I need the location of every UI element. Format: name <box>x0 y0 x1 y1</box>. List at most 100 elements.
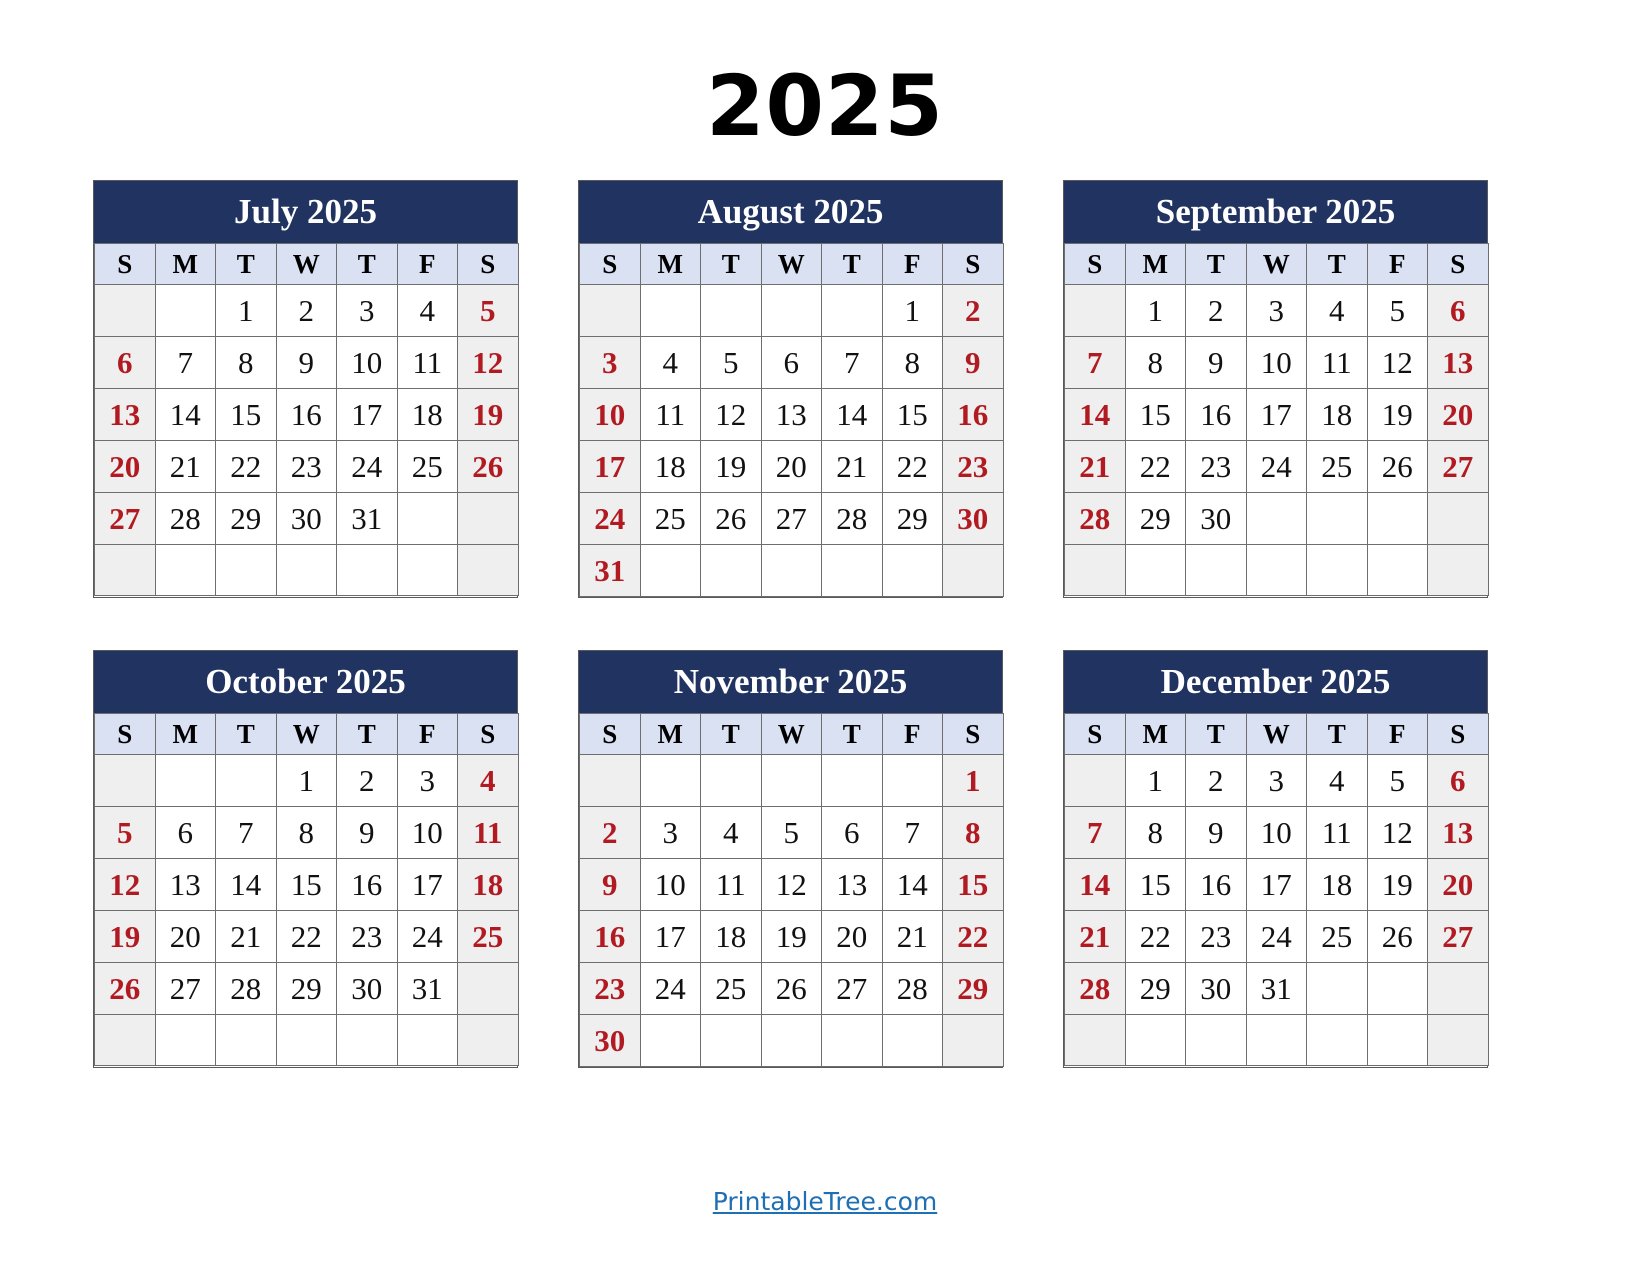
day-cell[interactable]: 12 <box>457 336 519 389</box>
day-cell[interactable]: 15 <box>275 858 337 911</box>
day-cell[interactable]: 29 <box>942 962 1004 1015</box>
day-cell[interactable]: 19 <box>760 910 822 963</box>
day-cell[interactable]: 24 <box>639 962 701 1015</box>
day-cell[interactable]: 28 <box>821 492 883 545</box>
day-cell[interactable]: 18 <box>457 858 519 911</box>
footer-link-printabletree[interactable]: PrintableTree.com <box>712 1187 938 1216</box>
day-cell[interactable]: 7 <box>215 806 277 859</box>
day-cell[interactable]: 8 <box>215 336 277 389</box>
day-cell[interactable]: 9 <box>1185 806 1247 859</box>
day-cell[interactable]: 14 <box>154 388 216 441</box>
day-cell[interactable]: 18 <box>700 910 762 963</box>
day-cell[interactable]: 2 <box>1185 754 1247 807</box>
day-cell[interactable]: 27 <box>154 962 216 1015</box>
day-cell[interactable]: 8 <box>1124 806 1186 859</box>
day-cell[interactable]: 20 <box>1427 858 1489 911</box>
day-cell[interactable]: 23 <box>579 962 641 1015</box>
day-cell[interactable]: 26 <box>1366 910 1428 963</box>
day-cell[interactable]: 27 <box>1427 910 1489 963</box>
day-cell[interactable]: 26 <box>760 962 822 1015</box>
day-cell[interactable]: 4 <box>396 284 458 337</box>
day-cell[interactable]: 25 <box>700 962 762 1015</box>
day-cell[interactable]: 13 <box>760 388 822 441</box>
day-cell[interactable]: 5 <box>1366 754 1428 807</box>
day-cell[interactable]: 1 <box>275 754 337 807</box>
day-cell[interactable]: 15 <box>942 858 1004 911</box>
day-cell[interactable]: 14 <box>1064 388 1126 441</box>
day-cell[interactable]: 9 <box>942 336 1004 389</box>
day-cell[interactable]: 3 <box>396 754 458 807</box>
day-cell[interactable]: 9 <box>275 336 337 389</box>
day-cell[interactable]: 30 <box>1185 962 1247 1015</box>
day-cell[interactable]: 22 <box>1124 440 1186 493</box>
day-cell[interactable]: 19 <box>1366 858 1428 911</box>
day-cell[interactable]: 4 <box>700 806 762 859</box>
day-cell[interactable]: 29 <box>275 962 337 1015</box>
day-cell[interactable]: 3 <box>1245 754 1307 807</box>
day-cell[interactable]: 28 <box>1064 492 1126 545</box>
day-cell[interactable]: 11 <box>700 858 762 911</box>
day-cell[interactable]: 24 <box>579 492 641 545</box>
day-cell[interactable]: 17 <box>336 388 398 441</box>
day-cell[interactable]: 7 <box>821 336 883 389</box>
day-cell[interactable]: 23 <box>1185 440 1247 493</box>
day-cell[interactable]: 10 <box>1245 806 1307 859</box>
day-cell[interactable]: 25 <box>457 910 519 963</box>
day-cell[interactable]: 3 <box>579 336 641 389</box>
day-cell[interactable]: 2 <box>942 284 1004 337</box>
day-cell[interactable]: 21 <box>215 910 277 963</box>
day-cell[interactable]: 25 <box>1306 910 1368 963</box>
day-cell[interactable]: 15 <box>881 388 943 441</box>
day-cell[interactable]: 26 <box>94 962 156 1015</box>
day-cell[interactable]: 5 <box>700 336 762 389</box>
day-cell[interactable]: 30 <box>275 492 337 545</box>
day-cell[interactable]: 1 <box>1124 754 1186 807</box>
day-cell[interactable]: 1 <box>1124 284 1186 337</box>
day-cell[interactable]: 25 <box>639 492 701 545</box>
day-cell[interactable]: 5 <box>94 806 156 859</box>
day-cell[interactable]: 23 <box>336 910 398 963</box>
day-cell[interactable]: 25 <box>1306 440 1368 493</box>
day-cell[interactable]: 21 <box>881 910 943 963</box>
day-cell[interactable]: 8 <box>275 806 337 859</box>
day-cell[interactable]: 22 <box>215 440 277 493</box>
day-cell[interactable]: 28 <box>1064 962 1126 1015</box>
day-cell[interactable]: 6 <box>1427 284 1489 337</box>
day-cell[interactable]: 22 <box>1124 910 1186 963</box>
day-cell[interactable]: 16 <box>336 858 398 911</box>
day-cell[interactable]: 24 <box>336 440 398 493</box>
day-cell[interactable]: 14 <box>215 858 277 911</box>
day-cell[interactable]: 5 <box>457 284 519 337</box>
day-cell[interactable]: 23 <box>275 440 337 493</box>
day-cell[interactable]: 23 <box>1185 910 1247 963</box>
day-cell[interactable]: 16 <box>1185 858 1247 911</box>
day-cell[interactable]: 18 <box>1306 858 1368 911</box>
day-cell[interactable]: 9 <box>579 858 641 911</box>
day-cell[interactable]: 2 <box>275 284 337 337</box>
day-cell[interactable]: 4 <box>639 336 701 389</box>
day-cell[interactable]: 2 <box>1185 284 1247 337</box>
day-cell[interactable]: 6 <box>94 336 156 389</box>
day-cell[interactable]: 21 <box>821 440 883 493</box>
day-cell[interactable]: 24 <box>1245 440 1307 493</box>
day-cell[interactable]: 22 <box>942 910 1004 963</box>
day-cell[interactable]: 1 <box>942 754 1004 807</box>
day-cell[interactable]: 13 <box>154 858 216 911</box>
day-cell[interactable]: 25 <box>396 440 458 493</box>
day-cell[interactable]: 18 <box>639 440 701 493</box>
day-cell[interactable]: 24 <box>1245 910 1307 963</box>
day-cell[interactable]: 11 <box>639 388 701 441</box>
day-cell[interactable]: 12 <box>700 388 762 441</box>
day-cell[interactable]: 9 <box>1185 336 1247 389</box>
day-cell[interactable]: 11 <box>1306 336 1368 389</box>
day-cell[interactable]: 29 <box>215 492 277 545</box>
day-cell[interactable]: 13 <box>1427 336 1489 389</box>
day-cell[interactable]: 17 <box>1245 858 1307 911</box>
day-cell[interactable]: 27 <box>821 962 883 1015</box>
day-cell[interactable]: 20 <box>154 910 216 963</box>
day-cell[interactable]: 14 <box>821 388 883 441</box>
day-cell[interactable]: 31 <box>336 492 398 545</box>
day-cell[interactable]: 6 <box>154 806 216 859</box>
day-cell[interactable]: 18 <box>1306 388 1368 441</box>
day-cell[interactable]: 17 <box>1245 388 1307 441</box>
